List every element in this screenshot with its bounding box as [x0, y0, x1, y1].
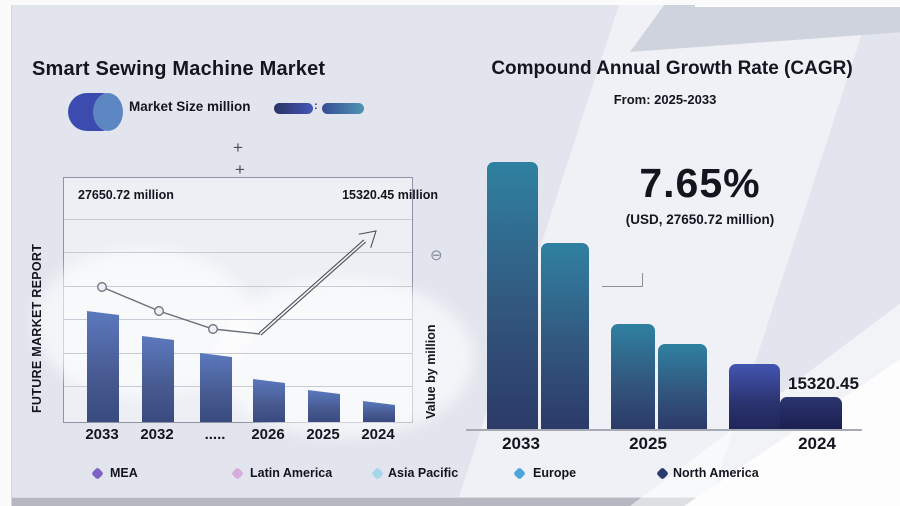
bar-2033 — [87, 311, 119, 422]
x-label-2024: 2024 — [798, 434, 836, 453]
legend-marker-mea — [91, 467, 104, 480]
x-label-2032: 2032 — [140, 426, 174, 443]
max-value-label: 27650.72 million — [78, 188, 174, 202]
value-axis-label: Value by million — [424, 324, 438, 419]
x-label-2033: 2033 — [85, 426, 119, 443]
market-size-legend-label: Market Size million — [129, 99, 251, 114]
market-size-chart: 27650.72 million 15320.45 million — [34, 177, 474, 438]
trend-line-and-arrow — [97, 230, 377, 336]
bar-2024 — [363, 401, 395, 422]
gradient-pill-left — [274, 103, 313, 114]
cagr-detail: (USD, 27650.72 million) — [625, 212, 775, 227]
bottom-gray-strip — [11, 497, 743, 506]
corner-bracket-decoration — [602, 273, 643, 287]
gridline — [64, 219, 412, 220]
bar-2024-bar-left — [729, 364, 780, 429]
min-value-label: 15320.45 million — [342, 188, 438, 202]
x-label-2025: 2025 — [629, 434, 667, 453]
legend-label-asia-pacific: Asia Pacific — [388, 466, 459, 480]
circled-minus-icon: ⊖ — [430, 247, 443, 264]
bar-2024-bar-right — [780, 397, 842, 429]
legend-label-north-america: North America — [673, 466, 759, 480]
bar-2032 — [142, 336, 174, 422]
left-white-frame — [0, 0, 12, 506]
left-chart-title: Smart Sewing Machine Market — [32, 58, 326, 80]
plus-mark-icon: + — [233, 138, 243, 157]
bar-..... — [200, 353, 232, 422]
gridline — [64, 286, 412, 287]
top-white-frame — [0, 0, 900, 5]
pill-colon: : — [314, 100, 318, 112]
right-chart-title: Compound Annual Growth Rate (CAGR) — [491, 58, 853, 79]
legend-label-mea: MEA — [110, 466, 138, 480]
legend-marker-latin-america — [231, 467, 244, 480]
legend-marker-asia-pacific — [371, 467, 384, 480]
bar-2025-bar-left — [611, 324, 655, 429]
plus-mark-icon: + — [235, 160, 245, 179]
value-annotation: 15320.45 — [788, 374, 859, 393]
bar-2033-bar-left — [487, 162, 538, 429]
cylinder-cap — [93, 93, 123, 131]
legend-label-europe: Europe — [533, 466, 577, 480]
x-label-2026: 2026 — [251, 426, 285, 443]
x-label-2033: 2033 — [502, 434, 540, 453]
x-label-.....: ..... — [204, 426, 226, 443]
legend-label-latin-america: Latin America — [250, 466, 333, 480]
gridline — [64, 252, 412, 253]
bar-2026 — [253, 379, 285, 422]
bar-2033-bar-right — [541, 243, 589, 429]
right-chart-subtitle: From: 2025-2033 — [613, 92, 717, 107]
market-size-cylinder-icon — [68, 93, 123, 131]
gridline — [64, 386, 412, 387]
gridline — [64, 319, 412, 320]
bar-2025 — [308, 390, 340, 422]
x-label-2024: 2024 — [361, 426, 395, 443]
future-market-report-watermark: FUTURE MARKET REPORT — [30, 243, 44, 413]
right-chart-baseline — [466, 429, 862, 431]
gridline — [64, 353, 412, 354]
x-label-2025: 2025 — [306, 426, 340, 443]
gradient-pill-right — [322, 103, 364, 114]
bar-2025-bar-right — [658, 344, 707, 429]
cagr-value: 7.65% — [639, 160, 761, 206]
